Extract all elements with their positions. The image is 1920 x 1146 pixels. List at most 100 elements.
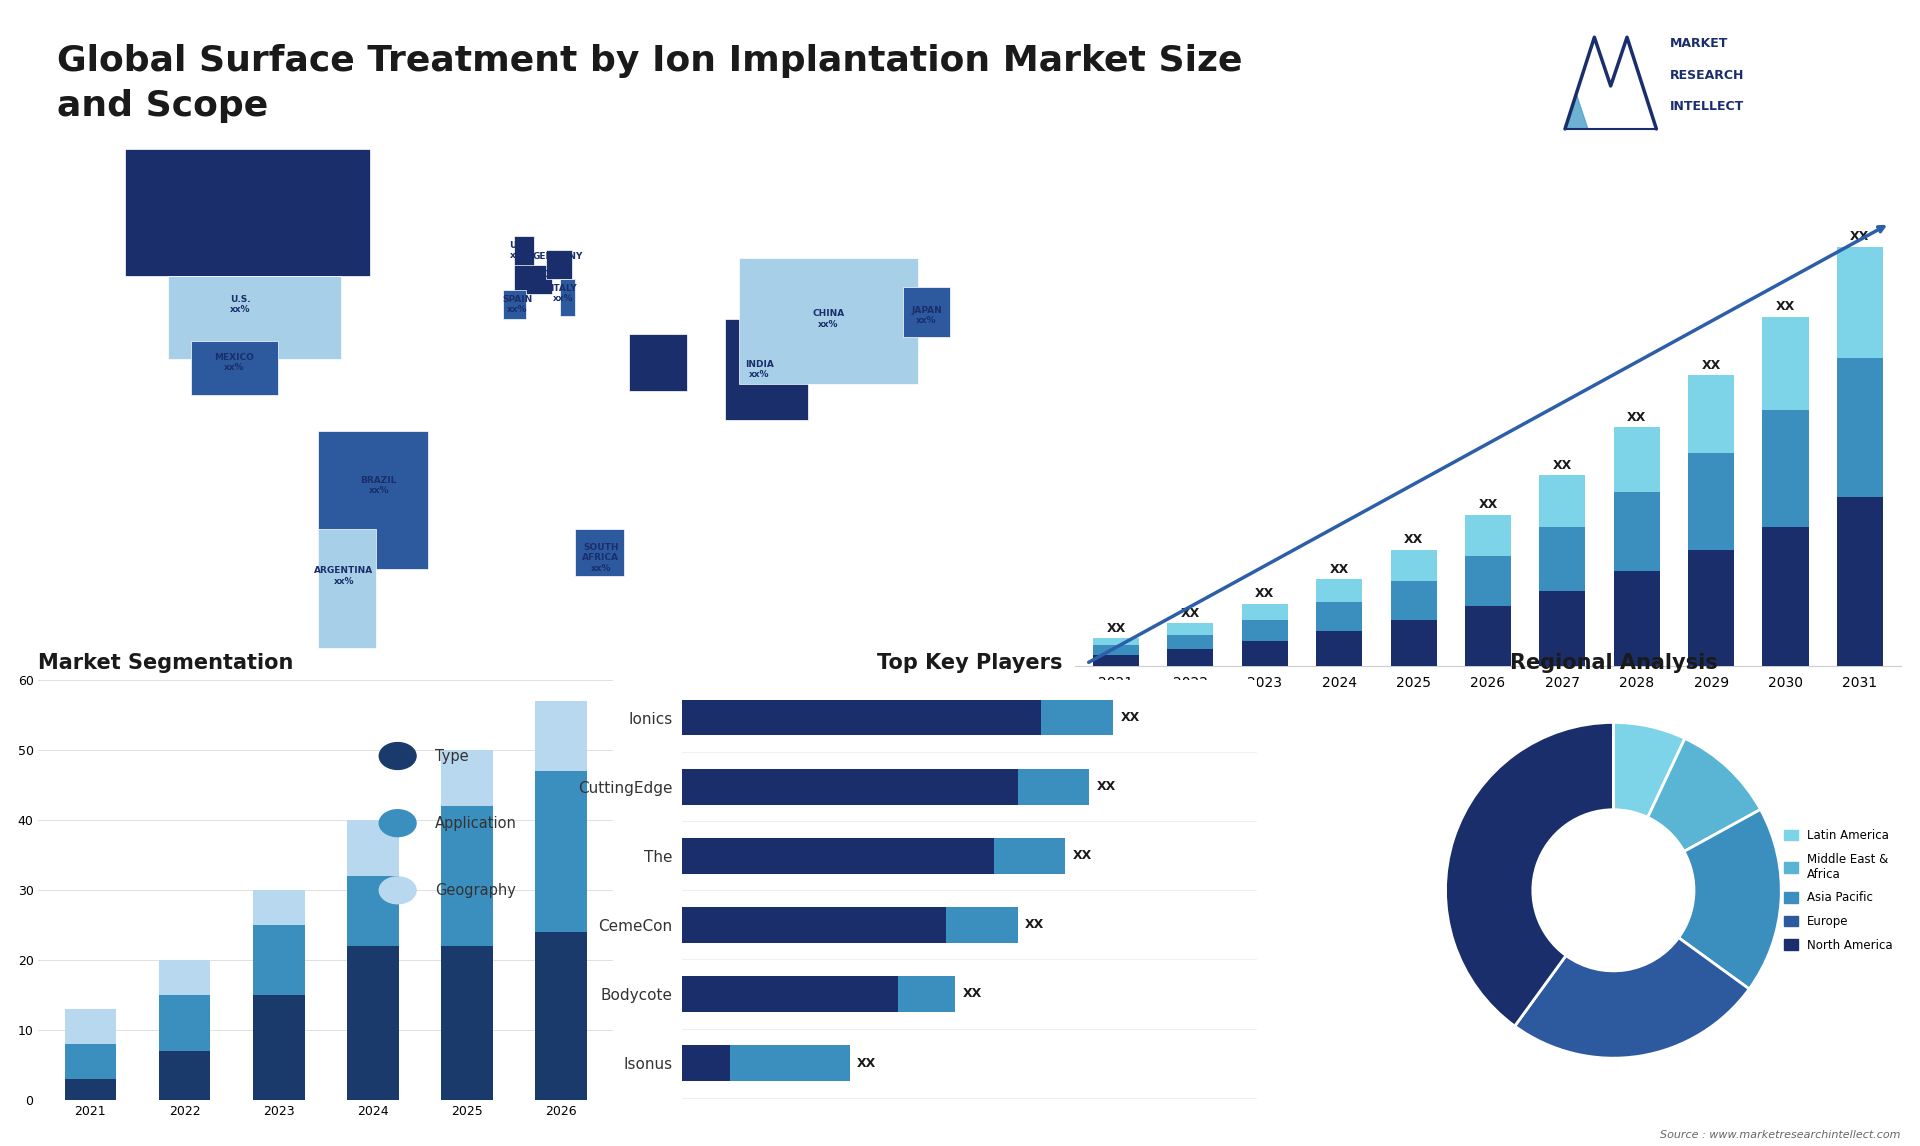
Bar (348, 877, 399, 947)
Bar (682, 699, 1041, 736)
Bar (1092, 654, 1139, 667)
Text: U.K.
xx%: U.K. xx% (509, 241, 530, 260)
Bar (1613, 571, 1659, 667)
Text: MEXICO
xx%: MEXICO xx% (215, 353, 255, 372)
Text: MARKET: MARKET (1670, 38, 1728, 50)
Bar (1167, 623, 1213, 635)
Text: XX: XX (1096, 780, 1116, 793)
Text: INDIA
xx%: INDIA xx% (745, 360, 774, 379)
Bar (1613, 492, 1659, 571)
Bar (1465, 606, 1511, 667)
Bar (536, 933, 588, 1100)
Bar (904, 286, 950, 337)
Bar (1041, 699, 1114, 736)
Bar (1390, 550, 1436, 581)
Bar (682, 769, 1018, 804)
Bar (65, 1080, 117, 1100)
Bar (515, 265, 551, 293)
Text: XX: XX (1025, 918, 1044, 932)
Circle shape (380, 877, 417, 904)
Text: Source : www.marketresearchintellect.com: Source : www.marketresearchintellect.com (1661, 1130, 1901, 1140)
Text: XX: XX (1073, 849, 1092, 862)
Bar (536, 771, 588, 933)
Bar (1763, 316, 1809, 410)
Wedge shape (1678, 809, 1782, 989)
Text: GERMANY
xx%: GERMANY xx% (532, 251, 582, 270)
Bar (159, 960, 211, 995)
Bar (1092, 645, 1139, 654)
Bar (253, 995, 305, 1100)
Bar (253, 925, 305, 995)
Bar (739, 258, 918, 384)
Text: Geography: Geography (436, 882, 516, 897)
Bar (1242, 604, 1288, 620)
Bar (1018, 769, 1089, 804)
Bar (1837, 358, 1884, 497)
Bar (503, 290, 526, 319)
Bar (319, 431, 428, 568)
Bar (125, 149, 371, 276)
Bar (192, 340, 278, 395)
Text: JAPAN
xx%: JAPAN xx% (912, 306, 943, 325)
Title: Regional Analysis: Regional Analysis (1509, 653, 1716, 674)
Bar (65, 1044, 117, 1080)
Bar (1837, 246, 1884, 358)
Text: SPAIN
xx%: SPAIN xx% (501, 295, 532, 314)
Bar (159, 1051, 211, 1100)
Bar (536, 701, 588, 771)
Bar (682, 906, 947, 943)
Bar (1540, 526, 1586, 590)
Circle shape (380, 810, 417, 837)
Text: XX: XX (856, 1057, 876, 1069)
Bar (253, 890, 305, 925)
Text: Global Surface Treatment by Ion Implantation Market Size: Global Surface Treatment by Ion Implanta… (58, 44, 1242, 78)
Bar (1092, 638, 1139, 645)
Text: XX: XX (1181, 607, 1200, 620)
Bar (1242, 641, 1288, 667)
Bar (947, 906, 1018, 943)
Text: CHINA
xx%: CHINA xx% (812, 309, 845, 329)
Bar (1613, 427, 1659, 492)
Text: XX: XX (1404, 533, 1423, 547)
Bar (682, 838, 993, 873)
Bar (442, 751, 493, 807)
Bar (724, 319, 808, 421)
Wedge shape (1515, 937, 1749, 1058)
Bar (682, 976, 899, 1012)
Text: XX: XX (962, 988, 981, 1000)
Text: ITALY
xx%: ITALY xx% (549, 284, 576, 304)
Bar (1167, 635, 1213, 649)
Bar (1540, 590, 1586, 667)
Text: XX: XX (1553, 458, 1572, 472)
Text: U.S.
xx%: U.S. xx% (230, 295, 250, 314)
Wedge shape (1647, 738, 1761, 851)
Bar (442, 947, 493, 1100)
Bar (993, 838, 1066, 873)
Bar (630, 333, 687, 392)
Bar (1540, 476, 1586, 526)
Bar (1315, 579, 1361, 603)
Text: XX: XX (1478, 499, 1498, 511)
Bar (515, 236, 534, 268)
Bar (1837, 497, 1884, 667)
Circle shape (380, 743, 417, 769)
Text: XX: XX (1121, 711, 1140, 724)
Text: XX: XX (1851, 230, 1870, 243)
Bar (1688, 375, 1734, 453)
Text: XX: XX (1701, 359, 1720, 371)
Bar (1315, 603, 1361, 631)
Text: BRAZIL
xx%: BRAZIL xx% (361, 476, 397, 495)
Text: XX: XX (1329, 563, 1350, 575)
Title: Top Key Players: Top Key Players (877, 653, 1062, 674)
Bar (1763, 526, 1809, 667)
Bar (319, 529, 376, 649)
Wedge shape (1446, 722, 1613, 1026)
Bar (1465, 515, 1511, 556)
Text: XX: XX (1106, 622, 1125, 635)
Bar (348, 947, 399, 1100)
Legend: Latin America, Middle East &
Africa, Asia Pacific, Europe, North America: Latin America, Middle East & Africa, Asi… (1778, 824, 1897, 956)
Text: Market Segmentation: Market Segmentation (38, 653, 294, 674)
Bar (65, 1010, 117, 1044)
Bar (1242, 620, 1288, 641)
Text: XX: XX (1256, 587, 1275, 601)
